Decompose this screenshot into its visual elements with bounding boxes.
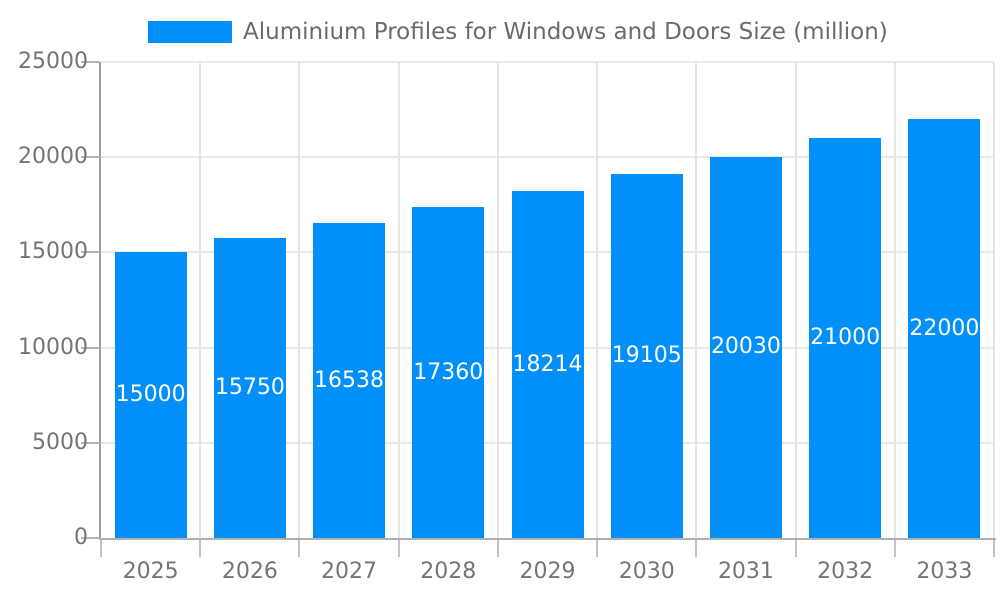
gridline-vertical xyxy=(298,62,301,538)
gridline-vertical xyxy=(596,62,599,538)
bar-2030[interactable] xyxy=(610,174,683,538)
x-tick-mark xyxy=(397,540,400,557)
x-axis-tick-label: 2026 xyxy=(221,559,278,584)
y-tick-mark xyxy=(81,61,100,63)
gridline-vertical xyxy=(397,62,400,538)
y-axis-line xyxy=(99,62,101,540)
x-axis-tick-label: 2029 xyxy=(519,559,576,584)
gridline-vertical xyxy=(199,62,202,538)
x-axis-tick-label: 2028 xyxy=(420,559,477,584)
legend-label: Aluminium Profiles for Windows and Doors… xyxy=(243,19,888,45)
gridline-vertical xyxy=(695,62,698,538)
y-axis-tick-label: 10000 xyxy=(18,334,88,360)
x-tick-mark xyxy=(100,540,102,557)
y-tick-mark xyxy=(81,346,100,349)
y-tick-mark xyxy=(81,156,100,159)
x-axis-line xyxy=(99,538,996,540)
bar-2032[interactable] xyxy=(809,138,882,538)
y-tick-mark xyxy=(81,251,100,254)
x-tick-mark xyxy=(496,540,499,557)
y-axis-tick-label: 15000 xyxy=(18,239,88,265)
legend-item[interactable]: Aluminium Profiles for Windows and Doors… xyxy=(148,19,888,45)
gridline-vertical xyxy=(993,62,995,538)
gridline-vertical xyxy=(893,62,896,538)
bar-2031[interactable] xyxy=(709,156,782,538)
gridline-horizontal xyxy=(101,156,994,159)
y-tick-mark xyxy=(81,537,100,539)
bar-2033[interactable] xyxy=(908,119,981,538)
gridline-vertical xyxy=(794,62,797,538)
x-axis-tick-label: 2033 xyxy=(916,559,973,584)
bar-2026[interactable] xyxy=(213,238,286,538)
y-tick-mark xyxy=(81,441,100,444)
x-tick-mark xyxy=(298,540,301,557)
x-axis-tick-label: 2025 xyxy=(122,559,179,584)
plot-area: 15000 15750 16538 17360 18214 19105 20030 21000… xyxy=(101,61,995,538)
x-axis-tick-label: 2027 xyxy=(321,559,378,584)
bar-2028[interactable] xyxy=(412,207,485,538)
bar-2025[interactable] xyxy=(114,252,187,538)
y-axis-tick-label: 5000 xyxy=(32,429,88,455)
x-tick-mark xyxy=(893,540,896,557)
x-axis-tick-label: 2032 xyxy=(817,559,874,584)
x-axis-tick-label: 2030 xyxy=(618,559,675,584)
x-tick-mark xyxy=(794,540,797,557)
gridline-vertical xyxy=(496,62,499,538)
bar-2027[interactable] xyxy=(313,223,386,538)
legend-swatch xyxy=(148,21,232,43)
y-axis-tick-label: 20000 xyxy=(18,144,88,170)
y-axis-tick-label: 0 xyxy=(74,525,88,550)
x-axis-tick-label: 2031 xyxy=(717,559,774,584)
bar-2029[interactable] xyxy=(511,191,584,538)
gridline-horizontal xyxy=(101,61,994,63)
x-tick-mark xyxy=(993,540,995,557)
x-tick-mark xyxy=(199,540,202,557)
x-tick-mark xyxy=(695,540,698,557)
x-tick-mark xyxy=(596,540,599,557)
y-axis-tick-label: 25000 xyxy=(18,49,88,74)
